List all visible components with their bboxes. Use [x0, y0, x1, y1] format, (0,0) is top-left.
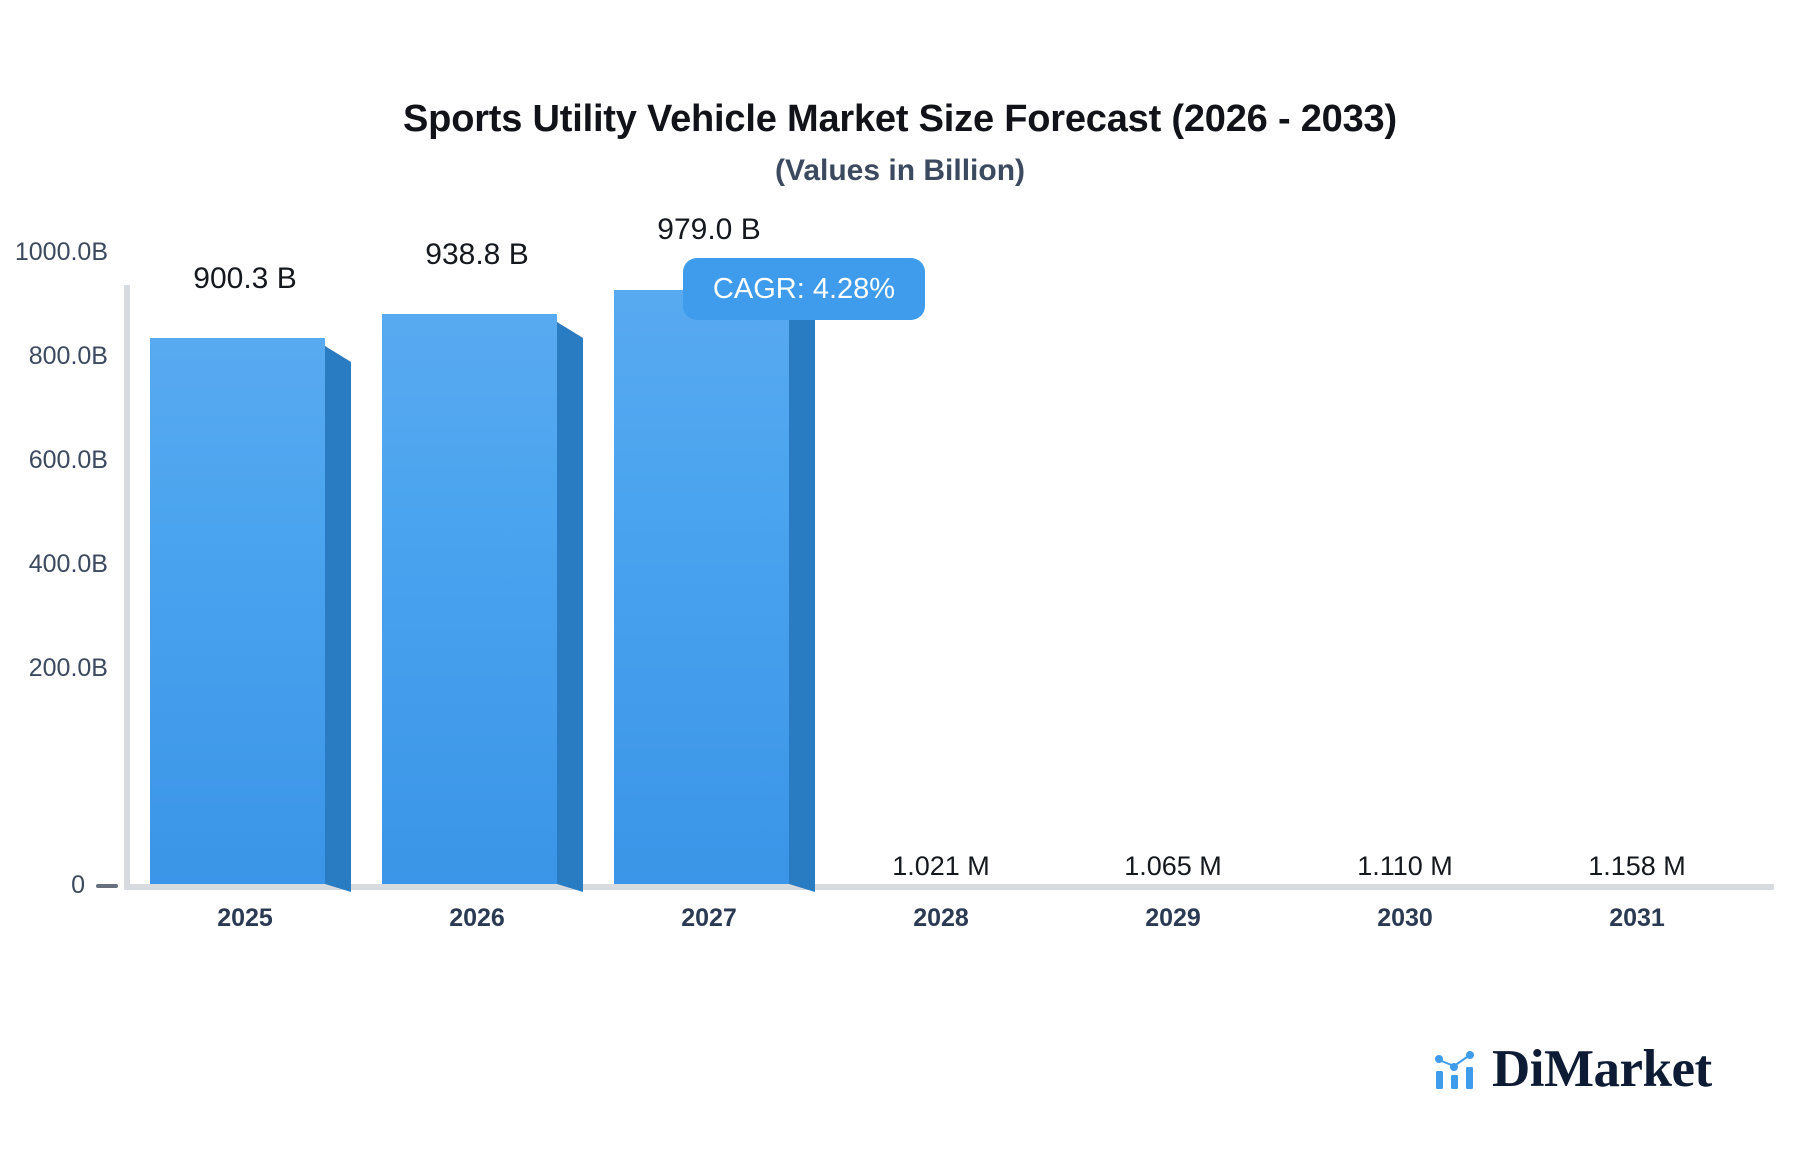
- bar-2027[interactable]: [614, 290, 789, 884]
- y-axis-tick-label: 400.0B: [28, 550, 108, 578]
- x-axis-tick-2030: 2030: [1377, 904, 1433, 932]
- bar-side-face: [325, 346, 351, 892]
- cagr-badge-label: CAGR: 4.28%: [712, 273, 896, 305]
- bar-value-label-2029: 1.065 M: [1124, 851, 1222, 881]
- bar-2026[interactable]: [382, 314, 557, 884]
- x-axis-tick-2028: 2028: [913, 904, 969, 932]
- bar-value-label-2031: 1.158 M: [1588, 851, 1686, 881]
- x-axis-tick-2027: 2027: [681, 904, 737, 932]
- bar-value-label-2030: 1.110 M: [1357, 851, 1453, 881]
- bar-front-face: [614, 290, 789, 884]
- y-axis-tick-label: 1000.0B: [14, 238, 108, 266]
- x-axis-tick-2031: 2031: [1609, 904, 1665, 932]
- bar-2025[interactable]: [150, 338, 325, 884]
- y-axis-tick-zero: 0: [71, 871, 85, 899]
- x-axis-tick-2029: 2029: [1145, 904, 1201, 932]
- bar-value-label-2027: 979.0 B: [657, 213, 761, 246]
- x-axis-tick-2026: 2026: [449, 904, 505, 932]
- bar-value-label-2025: 900.3 B: [193, 262, 297, 295]
- bar-value-label-2028: 1.021 M: [892, 851, 990, 881]
- bar-chart-icon: [1432, 1046, 1478, 1092]
- bar-front-face: [150, 338, 325, 884]
- y-axis-zero-tick-mark: [96, 884, 118, 888]
- y-axis-tick-label: 800.0B: [28, 342, 108, 370]
- bar-front-face: [382, 314, 557, 884]
- bar-value-label-2026: 938.8 B: [425, 238, 529, 271]
- y-axis-tick-label: 600.0B: [28, 446, 108, 474]
- y-axis-line: [124, 285, 130, 890]
- bar-side-face: [789, 298, 815, 892]
- y-axis-tick-label: 200.0B: [28, 654, 108, 682]
- title-block: Sports Utility Vehicle Market Size Forec…: [0, 96, 1800, 190]
- chart-subtitle: (Values in Billion): [774, 154, 1026, 187]
- bar-side-face: [557, 322, 583, 892]
- x-axis-line: [124, 884, 1774, 890]
- cagr-badge[interactable]: CAGR: 4.28%: [683, 258, 925, 320]
- logo-wordmark: DiMarket: [1492, 1040, 1712, 1098]
- chart-title: Sports Utility Vehicle Market Size Forec…: [403, 98, 1397, 140]
- x-axis-tick-2025: 2025: [217, 904, 273, 932]
- dimarket-logo: DiMarket: [1432, 1042, 1712, 1096]
